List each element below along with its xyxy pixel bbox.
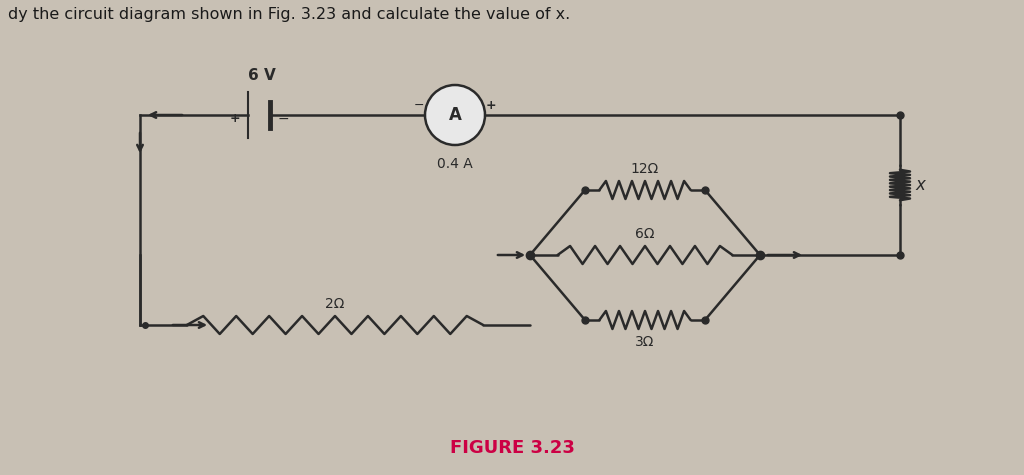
Text: x: x [915,176,925,194]
Text: 3Ω: 3Ω [635,335,654,349]
Text: −: − [414,99,424,112]
Text: 12Ω: 12Ω [631,162,659,176]
Circle shape [425,85,485,145]
Text: dy the circuit diagram shown in Fig. 3.23 and calculate the value of x.: dy the circuit diagram shown in Fig. 3.2… [8,7,570,22]
Text: FIGURE 3.23: FIGURE 3.23 [450,439,574,457]
Text: 2Ω: 2Ω [326,297,345,311]
Text: 6 V: 6 V [248,68,275,83]
Text: −: − [278,112,289,126]
Text: 0.4 A: 0.4 A [437,157,473,171]
Text: +: + [485,99,497,112]
Text: +: + [229,113,241,125]
Text: 6Ω: 6Ω [635,227,654,241]
Text: A: A [449,106,462,124]
